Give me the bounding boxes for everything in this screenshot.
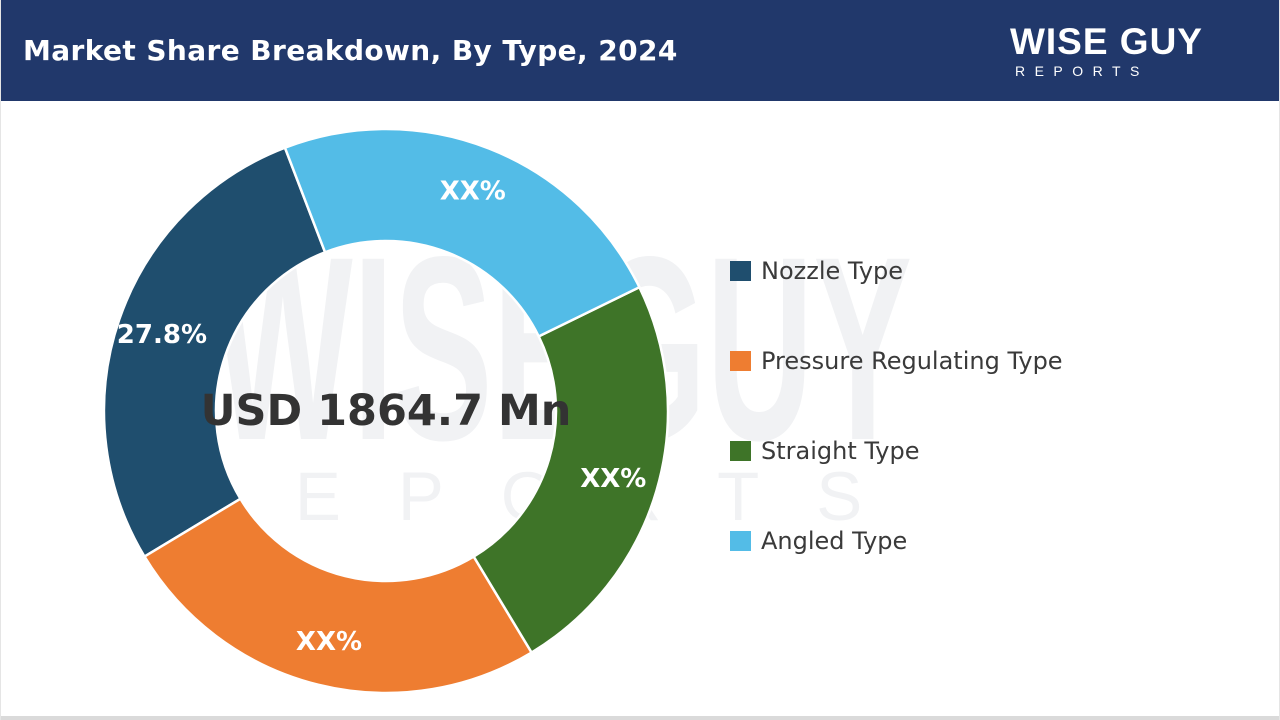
legend-swatch-pressure-regulating-type [730,351,751,371]
donut-slice-label-nozzle-type: 27.8% [117,320,207,350]
legend-item-angled-type: Angled Type [730,527,1063,555]
donut-slice-angled-type [283,127,641,338]
legend-label-nozzle-type: Nozzle Type [761,257,904,285]
donut-slice-label-straight-type: XX% [580,464,646,494]
legend-label-angled-type: Angled Type [761,527,908,555]
donut-slice-pressure-regulating-type [143,497,533,695]
legend-label-pressure-regulating-type: Pressure Regulating Type [761,347,1063,375]
donut-slice-label-pressure-regulating-type: XX% [296,627,362,657]
logo-text: WISE GUY REPORTS [1010,23,1203,79]
donut-slice-straight-type [472,285,670,654]
legend-item-nozzle-type: Nozzle Type [730,257,1063,285]
header-bar: Market Share Breakdown, By Type, 2024 WI… [1,0,1279,101]
logo-reports-text: REPORTS [1014,62,1149,79]
page-title: Market Share Breakdown, By Type, 2024 [23,34,678,67]
legend-item-straight-type: Straight Type [730,437,1063,465]
chart-legend: Nozzle Type Pressure Regulating Type Strai… [730,257,1063,555]
wise-guy-logo: WISE GUY REPORTS [1010,6,1269,96]
legend-item-pressure-regulating-type: Pressure Regulating Type [730,347,1063,375]
legend-swatch-straight-type [730,441,751,461]
donut-slice-nozzle-type [102,146,327,558]
bottom-border [1,716,1279,720]
donut-slice-label-angled-type: XX% [440,177,506,207]
legend-label-straight-type: Straight Type [761,437,920,465]
legend-swatch-angled-type [730,531,751,551]
logo-wiseguy-text: WISE GUY [1009,20,1203,62]
donut-center-value: USD 1864.7 Mn [201,386,572,436]
legend-swatch-nozzle-type [730,261,751,281]
